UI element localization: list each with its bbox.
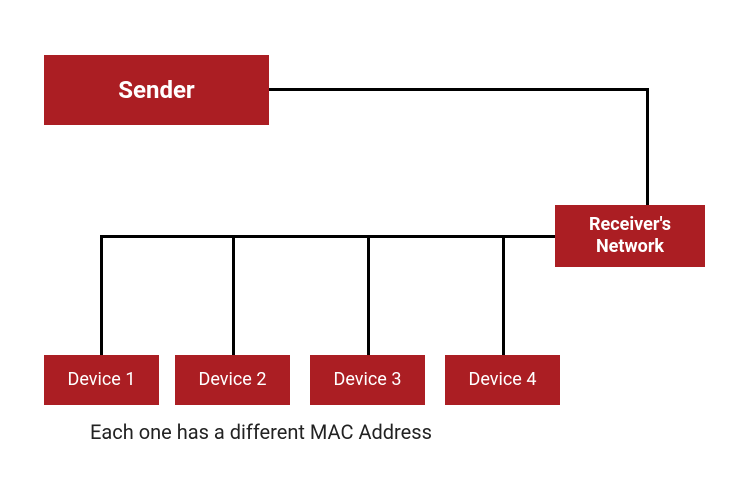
edge-right-down-to-receiver <box>646 88 649 205</box>
edge-sender-to-right <box>269 88 649 91</box>
device2-label: Device 2 <box>199 369 267 391</box>
edge-drop-device3 <box>367 235 370 355</box>
edge-receiver-to-bus <box>100 235 555 238</box>
edge-drop-device1 <box>100 235 103 355</box>
sender-label: Sender <box>118 76 194 105</box>
device1-node: Device 1 <box>44 355 159 405</box>
device3-label: Device 3 <box>334 369 402 391</box>
diagram-caption: Each one has a different MAC Address <box>90 420 432 444</box>
device2-node: Device 2 <box>175 355 290 405</box>
edge-drop-device4 <box>502 235 505 355</box>
edge-drop-device2 <box>232 235 235 355</box>
device4-label: Device 4 <box>469 369 537 391</box>
device4-node: Device 4 <box>445 355 560 405</box>
sender-node: Sender <box>44 55 269 125</box>
receiver-node: Receiver's Network <box>555 205 705 267</box>
device1-label: Device 1 <box>68 369 136 391</box>
device3-node: Device 3 <box>310 355 425 405</box>
receiver-label: Receiver's Network <box>565 214 695 257</box>
